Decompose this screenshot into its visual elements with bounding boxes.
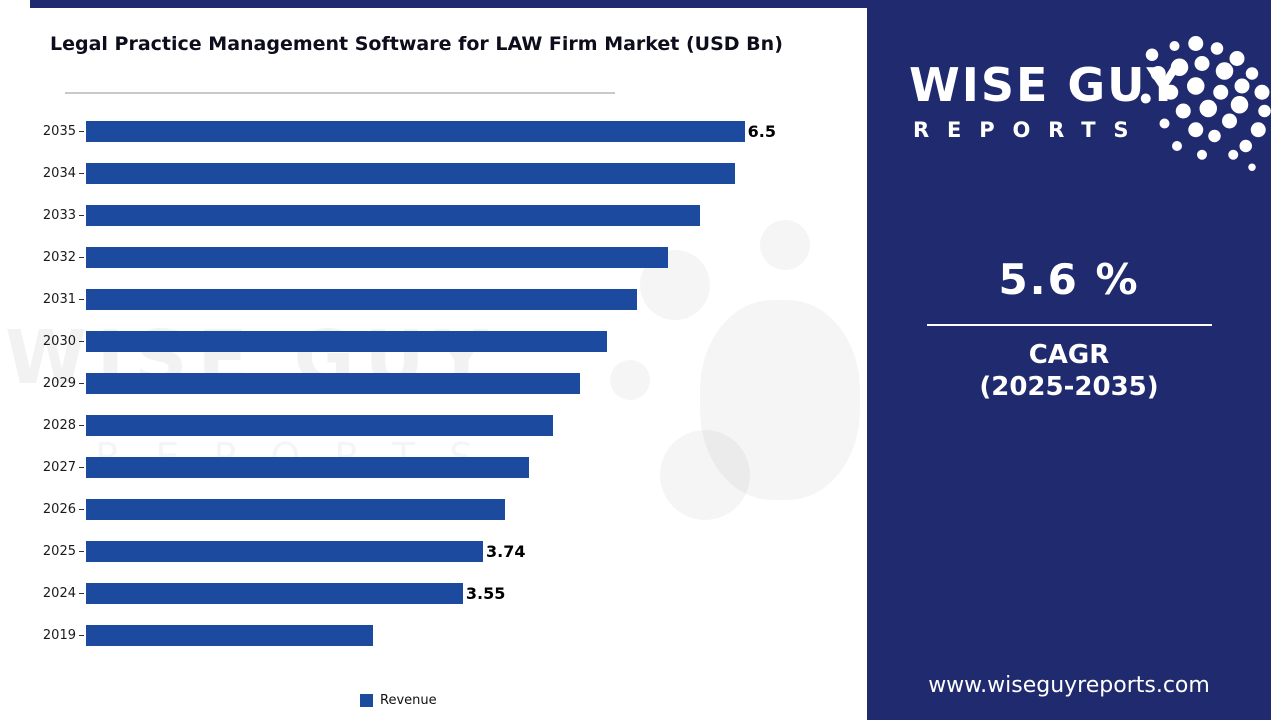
- y-axis-tick: [79, 130, 84, 132]
- bar-track: [86, 372, 776, 394]
- y-axis-label: 2032: [42, 249, 76, 265]
- y-axis-tick: [79, 298, 84, 300]
- cagr-period: (2025-2035): [979, 372, 1159, 402]
- bar-row: 2027: [20, 446, 776, 488]
- y-axis-label: 2026: [42, 501, 76, 517]
- dotted-head-icon: [1140, 36, 1271, 171]
- revenue-bar: [86, 246, 668, 268]
- bar-row: 2035 6.5: [20, 110, 776, 152]
- y-axis-label: 2031: [42, 291, 76, 307]
- bar-row: 2029: [20, 362, 776, 404]
- bar-track: [86, 330, 776, 352]
- cagr-block: 5.6 % CAGR (2025-2035): [867, 255, 1271, 402]
- legend-label: Revenue: [380, 693, 437, 708]
- y-axis-tick: [79, 214, 84, 216]
- y-axis-label: 2025: [42, 543, 76, 559]
- bar-row: 2033: [20, 194, 776, 236]
- y-axis-tick: [79, 424, 84, 426]
- revenue-bar: [86, 330, 608, 352]
- watermark-circle: [660, 430, 750, 520]
- bar-row: 2026: [20, 488, 776, 530]
- cagr-divider: [926, 324, 1212, 326]
- y-axis-label: 2030: [42, 333, 76, 349]
- bar-track: 6.5: [86, 120, 776, 142]
- top-accent-strip: [30, 0, 867, 8]
- y-axis-tick: [79, 256, 84, 258]
- y-axis-tick: [79, 634, 84, 636]
- y-axis-tick: [79, 340, 84, 342]
- bar-row: 2031: [20, 278, 776, 320]
- bar-track: [86, 162, 776, 184]
- bar-track: [86, 204, 776, 226]
- y-axis-label: 2033: [42, 207, 76, 223]
- website-url: www.wiseguyreports.com: [928, 673, 1210, 698]
- revenue-bar: [86, 288, 637, 310]
- bar-row: 2034: [20, 152, 776, 194]
- watermark-circle: [700, 300, 860, 500]
- y-axis-tick: [79, 550, 84, 552]
- brand-name: WISE GUY: [909, 58, 1182, 112]
- watermark-circle: [610, 360, 650, 400]
- revenue-bar: [86, 498, 506, 520]
- revenue-bar: [86, 120, 745, 142]
- y-axis-tick: [79, 466, 84, 468]
- revenue-bar: [86, 540, 484, 562]
- bar-track: [86, 456, 776, 478]
- bar-row: 2025 3.74: [20, 530, 776, 572]
- y-axis-tick: [79, 508, 84, 510]
- bar-chart: 2035 6.5 2034 2033 2032 2031 2030 2029 2028 2027 2…: [20, 110, 776, 656]
- y-axis-label: 2034: [42, 165, 76, 181]
- brand-panel: WISE GUY REPORTS 5.6 %: [867, 0, 1271, 720]
- cagr-value: 5.6 %: [998, 255, 1140, 304]
- revenue-bar: [86, 162, 735, 184]
- bar-track: [86, 288, 776, 310]
- revenue-bar: [86, 372, 580, 394]
- bar-row: 2032: [20, 236, 776, 278]
- cagr-label: CAGR: [1028, 340, 1110, 370]
- bar-track: 3.55: [86, 582, 776, 604]
- bar-row: 2024 3.55: [20, 572, 776, 614]
- y-axis-label: 2028: [42, 417, 76, 433]
- bar-track: [86, 414, 776, 436]
- bar-value-label: 3.55: [465, 583, 506, 603]
- bar-value-label: 6.5: [747, 121, 776, 141]
- revenue-bar: [86, 624, 373, 646]
- brand-logo: WISE GUY REPORTS: [909, 36, 1271, 171]
- revenue-bar: [86, 414, 554, 436]
- y-axis-tick: [79, 382, 84, 384]
- brand-subname: REPORTS: [913, 118, 1147, 142]
- bar-row: 2028: [20, 404, 776, 446]
- y-axis-tick: [79, 172, 84, 174]
- bar-value-label: 3.74: [486, 541, 526, 561]
- legend-swatch-icon: [360, 694, 373, 707]
- bar-row: 2030: [20, 320, 776, 362]
- y-axis-label: 2035: [42, 123, 76, 139]
- title-underline: [65, 92, 615, 94]
- chart-section: Legal Practice Management Software for L…: [5, 0, 867, 708]
- bar-track: 3.74: [86, 540, 776, 562]
- y-axis-tick: [79, 592, 84, 594]
- chart-legend: Revenue: [360, 693, 437, 708]
- chart-title: Legal Practice Management Software for L…: [50, 33, 783, 55]
- y-axis-label: 2027: [42, 459, 76, 475]
- revenue-bar: [86, 204, 700, 226]
- y-axis-label: 2029: [42, 375, 76, 391]
- bar-row: 2019: [20, 614, 776, 656]
- bar-track: [86, 624, 776, 646]
- watermark-circle: [760, 220, 810, 270]
- revenue-bar: [86, 456, 529, 478]
- y-axis-label: 2024: [42, 585, 76, 601]
- y-axis-label: 2019: [42, 627, 76, 643]
- bar-track: [86, 498, 776, 520]
- bar-track: [86, 246, 776, 268]
- revenue-bar: [86, 582, 463, 604]
